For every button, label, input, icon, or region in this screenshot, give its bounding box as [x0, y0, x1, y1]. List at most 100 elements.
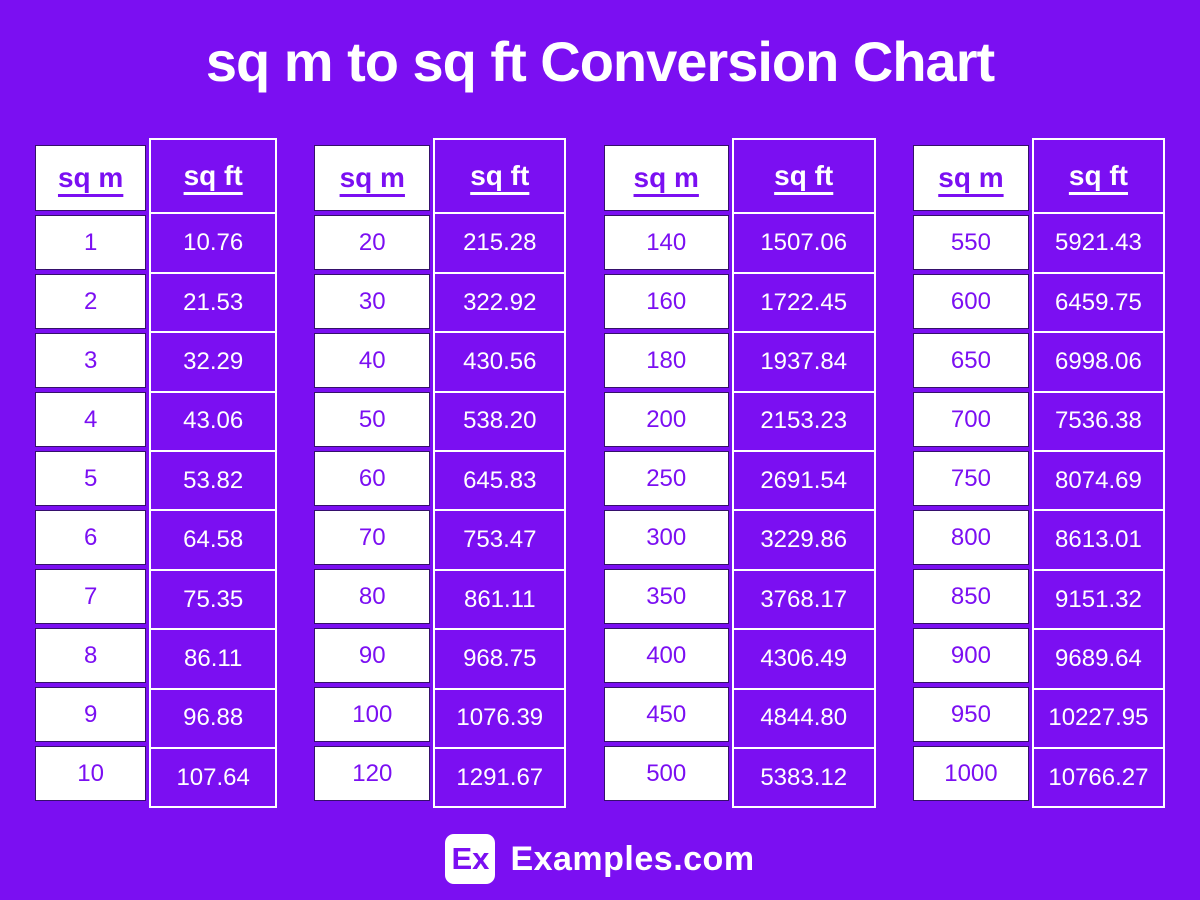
sqft-value-cell: 1076.39 — [435, 687, 565, 748]
sqft-value-cell: 1722.45 — [733, 271, 874, 332]
sqft-value-cell: 53.82 — [151, 450, 275, 510]
sqm-value-cell: 950 — [912, 687, 1029, 743]
sqm-value-cell: 5 — [35, 451, 147, 507]
sqft-value-cell: 2153.23 — [733, 390, 874, 451]
sqm-value-cell: 10 — [35, 746, 147, 802]
sqm-value-cell: 160 — [603, 274, 729, 330]
sqft-value-cell: 21.53 — [151, 271, 275, 332]
sqm-value-cell: 120 — [314, 746, 431, 802]
sqm-value-cell: 450 — [603, 687, 729, 743]
sqft-value-cell: 4844.80 — [733, 687, 874, 748]
conversion-table: sq m 140 160 180 200 250 300 350 400 450 500 sq ft 1… — [603, 138, 876, 809]
sqm-value-cell: 200 — [603, 392, 729, 448]
sqft-value-cell: 10766.27 — [1033, 747, 1163, 807]
sqft-value-cell: 75.35 — [151, 568, 275, 629]
conversion-table: sq m 20 30 40 50 60 70 80 90 100 120 sq ft 215.28 322… — [314, 138, 567, 809]
tables-container: sq m 1 2 3 4 5 6 7 8 9 10 sq ft 10.76 21.53 32.29 43.06… — [35, 138, 1165, 809]
sqft-column: sq ft 5921.43 6459.75 6998.06 7536.38 8074.69… — [1031, 138, 1165, 809]
sqft-value-cell: 3768.17 — [733, 568, 874, 629]
sqft-value-cell: 1937.84 — [733, 331, 874, 391]
sqft-value-cell: 6998.06 — [1033, 331, 1163, 391]
sqft-value-cell: 4306.49 — [733, 628, 874, 688]
sqm-column: sq m 550 600 650 700 750 800 850 900 950 1000 — [912, 145, 1029, 802]
conversion-table: sq m 1 2 3 4 5 6 7 8 9 10 sq ft 10.76 21.53 32.29 43.06… — [35, 138, 277, 809]
sqm-value-cell: 8 — [35, 628, 147, 684]
sqm-column: sq m 140 160 180 200 250 300 350 400 450 500 — [603, 145, 729, 802]
column-header-sqm: sq m — [912, 145, 1029, 212]
sqft-value-cell: 32.29 — [151, 331, 275, 391]
sqft-value-cell: 86.11 — [151, 628, 275, 688]
sqft-value-cell: 5383.12 — [733, 747, 874, 807]
footer-logo: Ex Examples.com — [0, 834, 1200, 885]
sqm-value-cell: 300 — [603, 510, 729, 566]
sqm-value-cell: 600 — [912, 274, 1029, 330]
sqft-value-cell: 753.47 — [435, 509, 565, 569]
sqm-value-cell: 100 — [314, 687, 431, 743]
sqft-value-cell: 96.88 — [151, 687, 275, 748]
sqft-value-cell: 645.83 — [435, 450, 565, 510]
sqft-value-cell: 64.58 — [151, 509, 275, 569]
sqft-value-cell: 9151.32 — [1033, 568, 1163, 629]
sqft-value-cell: 5921.43 — [1033, 212, 1163, 272]
sqm-value-cell: 500 — [603, 746, 729, 802]
sqm-value-cell: 700 — [912, 392, 1029, 448]
sqm-value-cell: 90 — [314, 628, 431, 684]
sqm-column: sq m 1 2 3 4 5 6 7 8 9 10 — [35, 145, 147, 802]
sqm-value-cell: 1 — [35, 215, 147, 271]
sqft-value-cell: 107.64 — [151, 747, 275, 807]
sqm-value-cell: 180 — [603, 333, 729, 389]
sqm-value-cell: 7 — [35, 569, 147, 625]
sqm-value-cell: 550 — [912, 215, 1029, 271]
sqft-value-cell: 9689.64 — [1033, 628, 1163, 688]
conversion-table: sq m 550 600 650 700 750 800 850 900 950 1000 sq ft… — [912, 138, 1165, 809]
sqm-value-cell: 750 — [912, 451, 1029, 507]
sqm-value-cell: 40 — [314, 333, 431, 389]
sqm-value-cell: 2 — [35, 274, 147, 330]
sqft-value-cell: 10.76 — [151, 212, 275, 272]
column-header-sqft: sq ft — [733, 140, 874, 213]
sqft-column: sq ft 1507.06 1722.45 1937.84 2153.23 2691.54… — [731, 138, 876, 809]
sqm-value-cell: 650 — [912, 333, 1029, 389]
sqm-value-cell: 3 — [35, 333, 147, 389]
sqm-value-cell: 70 — [314, 510, 431, 566]
column-header-sqft: sq ft — [1033, 140, 1163, 213]
sqft-column: sq ft 215.28 322.92 430.56 538.20 645.83 753.4… — [433, 138, 567, 809]
sqm-value-cell: 900 — [912, 628, 1029, 684]
sqft-value-cell: 215.28 — [435, 212, 565, 272]
sqm-value-cell: 30 — [314, 274, 431, 330]
sqm-column: sq m 20 30 40 50 60 70 80 90 100 120 — [314, 145, 431, 802]
sqft-value-cell: 6459.75 — [1033, 271, 1163, 332]
sqft-value-cell: 1507.06 — [733, 212, 874, 272]
logo-text: Ex — [451, 841, 490, 877]
sqm-value-cell: 1000 — [912, 746, 1029, 802]
sqft-value-cell: 8074.69 — [1033, 450, 1163, 510]
sqm-value-cell: 140 — [603, 215, 729, 271]
footer-brand: Examples.com — [510, 839, 755, 878]
sqm-value-cell: 60 — [314, 451, 431, 507]
column-header-sqm: sq m — [314, 145, 431, 212]
sqft-value-cell: 7536.38 — [1033, 390, 1163, 451]
sqm-value-cell: 800 — [912, 510, 1029, 566]
sqft-value-cell: 8613.01 — [1033, 509, 1163, 569]
sqm-value-cell: 9 — [35, 687, 147, 743]
sqft-value-cell: 1291.67 — [435, 747, 565, 807]
sqm-value-cell: 50 — [314, 392, 431, 448]
sqft-value-cell: 43.06 — [151, 390, 275, 451]
sqm-value-cell: 400 — [603, 628, 729, 684]
sqm-value-cell: 80 — [314, 569, 431, 625]
sqm-value-cell: 6 — [35, 510, 147, 566]
sqm-value-cell: 4 — [35, 392, 147, 448]
sqft-column: sq ft 10.76 21.53 32.29 43.06 53.82 64.58 75.35… — [149, 138, 277, 809]
sqm-value-cell: 350 — [603, 569, 729, 625]
sqft-value-cell: 322.92 — [435, 271, 565, 332]
examples-logo-icon: Ex — [445, 834, 496, 885]
sqm-value-cell: 250 — [603, 451, 729, 507]
column-header-sqm: sq m — [35, 145, 147, 212]
column-header-sqft: sq ft — [435, 140, 565, 213]
sqm-value-cell: 850 — [912, 569, 1029, 625]
sqft-value-cell: 10227.95 — [1033, 687, 1163, 748]
sqft-value-cell: 2691.54 — [733, 450, 874, 510]
sqm-value-cell: 20 — [314, 215, 431, 271]
sqft-value-cell: 538.20 — [435, 390, 565, 451]
